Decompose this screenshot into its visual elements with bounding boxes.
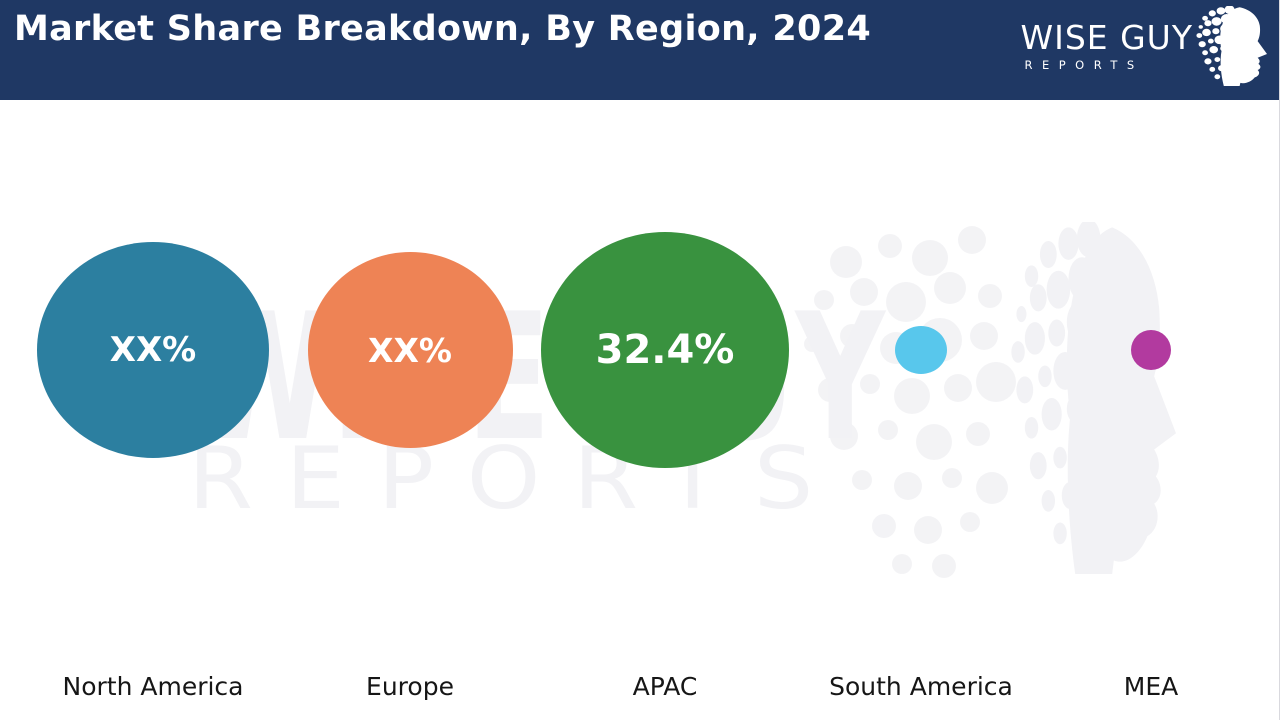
header-bar: Market Share Breakdown, By Region, 2024 … <box>0 0 1279 100</box>
logo-brand-name: WISE GUY <box>1020 18 1193 58</box>
bubble-south-america <box>895 326 947 374</box>
category-label-north-america: North America <box>62 672 244 701</box>
category-label-south-america: South America <box>829 672 1013 701</box>
wise-guy-head-icon <box>1196 6 1267 86</box>
bubble-europe: XX% <box>307 252 513 448</box>
wise-guy-logo: WISE GUY REPORTS <box>1020 6 1267 86</box>
bubble-mea <box>1131 330 1171 370</box>
bubble-apac: 32.4% <box>541 232 789 468</box>
page-title: Market Share Breakdown, By Region, 2024 <box>14 9 871 49</box>
logo-text: WISE GUY REPORTS <box>1020 18 1193 72</box>
watermark-head-icon <box>1011 222 1176 574</box>
category-label-apac: APAC <box>632 672 698 701</box>
bubble-value-north-america: XX% <box>109 330 197 370</box>
bubble-value-apac: 32.4% <box>595 327 735 373</box>
bubble-value-europe: XX% <box>368 330 452 370</box>
logo-brand-subtitle: REPORTS <box>1024 57 1144 72</box>
category-label-europe: Europe <box>366 672 454 701</box>
watermark-reports-text: REPORTS <box>188 429 846 529</box>
category-label-mea: MEA <box>1123 672 1179 701</box>
bubble-chart: WISE GUY REPORTS XX% North America XX% Euro… <box>0 100 1279 720</box>
bubble-north-america: XX% <box>37 242 269 458</box>
